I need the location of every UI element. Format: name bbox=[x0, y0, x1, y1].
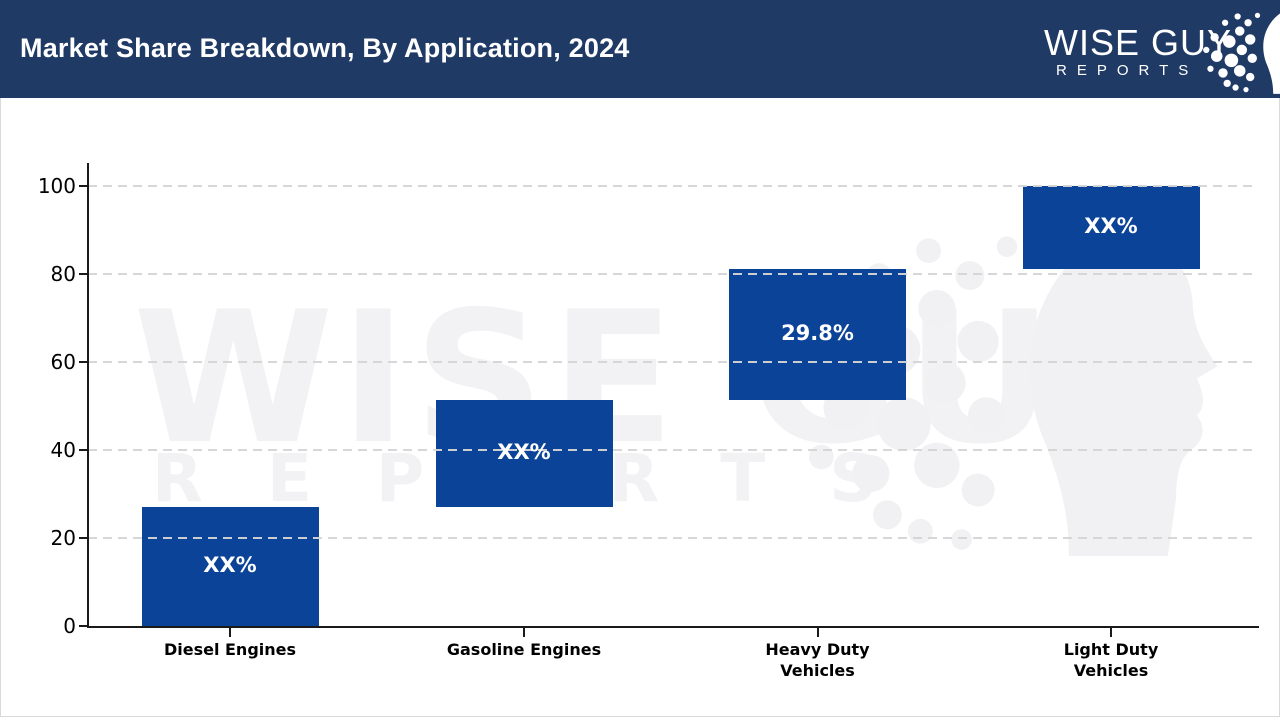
y-tick-mark bbox=[79, 273, 88, 275]
x-tick-mark bbox=[229, 628, 231, 637]
y-tick-mark bbox=[79, 449, 88, 451]
x-tick-mark bbox=[1110, 628, 1112, 637]
watermark-wordmark: WISE GUY bbox=[133, 272, 1198, 484]
gridline bbox=[88, 185, 1258, 187]
gridline bbox=[88, 537, 1258, 539]
y-tick-label: 0 bbox=[63, 614, 76, 638]
header-band: Market Share Breakdown, By Application, … bbox=[0, 0, 1280, 98]
x-tick-mark bbox=[523, 628, 525, 637]
bar-segment bbox=[1022, 186, 1200, 270]
y-tick-label: 20 bbox=[50, 526, 76, 550]
x-category-label: Diesel Engines bbox=[163, 640, 297, 659]
y-axis-line bbox=[87, 163, 89, 628]
x-category-label: Gasoline Engines bbox=[446, 640, 602, 659]
gridline bbox=[88, 361, 1258, 363]
bar-segment bbox=[435, 400, 613, 508]
page-title: Market Share Breakdown, By Application, … bbox=[20, 33, 630, 63]
logo-wordmark: WISE GUY bbox=[1044, 22, 1233, 63]
wise-guy-reports-logo: WISE GUY REPORTS bbox=[1040, 6, 1280, 94]
y-tick-mark bbox=[79, 625, 88, 627]
y-tick-label: 80 bbox=[50, 262, 76, 286]
bar-segment bbox=[141, 507, 319, 626]
y-tick-label: 100 bbox=[37, 174, 76, 198]
bar-value-label: XX% bbox=[203, 552, 257, 577]
y-tick-mark bbox=[79, 361, 88, 363]
gridline bbox=[88, 273, 1258, 275]
y-tick-label: 40 bbox=[50, 438, 76, 462]
logo-reports-text: REPORTS bbox=[1056, 62, 1199, 79]
bar-value-label: XX% bbox=[1084, 213, 1138, 238]
logo-face-dots-icon bbox=[1203, 12, 1280, 94]
y-tick-mark bbox=[79, 185, 88, 187]
bar-value-label: 29.8% bbox=[781, 320, 854, 345]
x-category-label: Light Duty Vehicles bbox=[1063, 640, 1159, 680]
gridline bbox=[88, 449, 1258, 451]
x-tick-mark bbox=[816, 628, 819, 637]
x-axis-line bbox=[87, 626, 1259, 628]
bar-segment bbox=[729, 269, 906, 401]
y-tick-label: 60 bbox=[50, 350, 76, 374]
x-category-label: Heavy Duty Vehicles bbox=[765, 640, 870, 680]
y-tick-mark bbox=[79, 537, 88, 539]
bar-value-label: XX% bbox=[497, 439, 551, 464]
